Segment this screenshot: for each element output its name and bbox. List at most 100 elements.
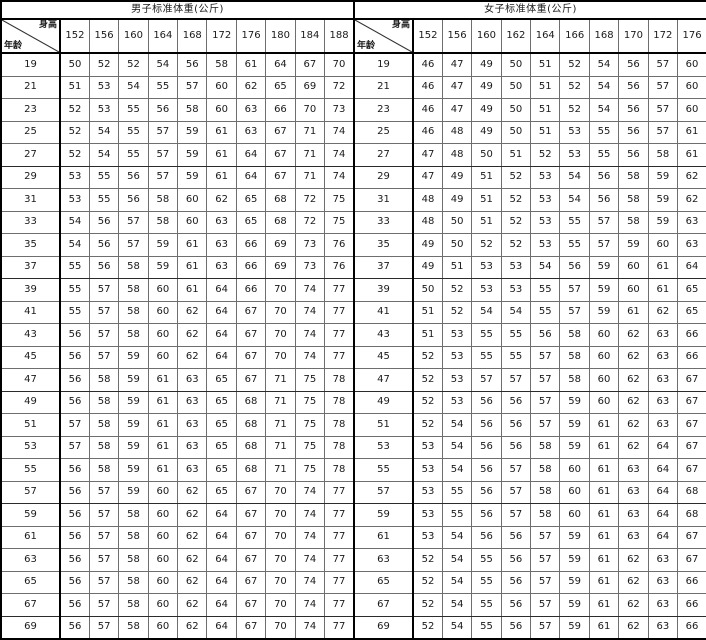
female-weight-59-168: 61	[588, 503, 620, 527]
table-row: 25 46 48 49 50 51 53 55 56 57 61	[353, 120, 706, 144]
male-weight-25-164: 57	[147, 120, 179, 144]
female-weight-61-168: 61	[588, 525, 620, 549]
male-weight-45-160: 59	[118, 345, 149, 369]
male-weight-49-160: 59	[118, 390, 149, 414]
male-age-27: 27	[0, 143, 61, 167]
male-weight-27-180: 67	[265, 143, 296, 167]
male-weight-45-152: 56	[59, 345, 90, 369]
male-age-41: 41	[0, 300, 61, 324]
female-age-39: 39	[353, 278, 414, 302]
male-weight-27-164: 57	[147, 143, 179, 167]
female-age-23: 23	[353, 98, 414, 122]
female-weight-67-156: 54	[441, 593, 473, 617]
male-weight-37-164: 59	[147, 255, 179, 279]
male-age-35: 35	[0, 233, 61, 257]
female-age-31: 31	[353, 188, 414, 212]
male-weight-43-168: 62	[177, 323, 208, 347]
male-weight-55-180: 71	[265, 458, 296, 482]
male-weight-49-164: 61	[147, 390, 179, 414]
male-weight-21-188: 72	[324, 75, 355, 99]
diagonal-divider-icon	[355, 20, 411, 51]
male-weight-35-164: 59	[147, 233, 179, 257]
table-row: 69 52 54 55 56 57 59 61 62 63 66	[353, 615, 706, 640]
female-weight-33-162: 52	[500, 210, 532, 234]
male-weight-63-176: 67	[235, 548, 267, 572]
male-age-33: 33	[0, 210, 61, 234]
table-row: 41 51 52 54 54 55 57 59 61 62 65	[353, 300, 706, 324]
male-weight-45-188: 77	[324, 345, 355, 369]
male-weight-21-172: 60	[206, 75, 237, 99]
male-weight-55-168: 63	[177, 458, 208, 482]
table-row: 37 49 51 53 53 54 56 59 60 61 64	[353, 255, 706, 279]
male-weight-47-172: 65	[206, 368, 237, 392]
female-weight-25-160: 49	[471, 120, 502, 144]
female-weight-23-160: 49	[471, 98, 502, 122]
male-weight-69-180: 70	[265, 615, 296, 640]
male-weight-33-164: 58	[147, 210, 179, 234]
female-standard-weight-table: 女子标准体重(公斤) 身高 年龄 152 156 160 162 164 166 168 170 1…	[353, 0, 706, 640]
female-age-27: 27	[353, 143, 414, 167]
female-weight-47-156: 53	[441, 368, 473, 392]
female-weight-29-170: 58	[618, 165, 649, 189]
female-height-header-166: 166	[559, 18, 590, 54]
female-weight-47-152: 52	[412, 368, 443, 392]
male-weight-69-160: 58	[118, 615, 149, 640]
male-weight-43-176: 67	[235, 323, 267, 347]
male-weight-63-180: 70	[265, 548, 296, 572]
male-weight-33-180: 68	[265, 210, 296, 234]
male-weight-25-168: 59	[177, 120, 208, 144]
female-weight-49-164: 57	[530, 390, 561, 414]
male-weight-53-156: 58	[88, 435, 120, 459]
female-weight-69-152: 52	[412, 615, 443, 640]
table-row: 21 51 53 54 55 57 60 62 65 69 72	[0, 75, 355, 99]
female-weight-43-152: 51	[412, 323, 443, 347]
male-weight-39-164: 60	[147, 278, 179, 302]
male-weight-31-164: 58	[147, 188, 179, 212]
male-weight-31-156: 55	[88, 188, 120, 212]
female-weight-41-166: 57	[559, 300, 590, 324]
male-height-header-180: 180	[265, 18, 296, 54]
male-weight-43-160: 58	[118, 323, 149, 347]
male-weight-59-184: 74	[294, 503, 326, 527]
female-weight-33-164: 53	[530, 210, 561, 234]
male-age-53: 53	[0, 435, 61, 459]
male-weight-25-176: 63	[235, 120, 267, 144]
male-weight-61-180: 70	[265, 525, 296, 549]
male-weight-67-164: 60	[147, 593, 179, 617]
female-weight-65-164: 57	[530, 570, 561, 594]
female-height-header-152: 152	[412, 18, 443, 54]
female-weight-19-152: 46	[412, 52, 443, 77]
female-weight-63-166: 59	[559, 548, 590, 572]
male-weight-35-180: 69	[265, 233, 296, 257]
female-weight-35-170: 59	[618, 233, 649, 257]
female-age-49: 49	[353, 390, 414, 414]
male-weight-41-176: 67	[235, 300, 267, 324]
male-weight-23-180: 66	[265, 98, 296, 122]
male-weight-33-156: 56	[88, 210, 120, 234]
female-weight-57-168: 61	[588, 480, 620, 504]
male-weight-29-184: 71	[294, 165, 326, 189]
male-weight-65-160: 58	[118, 570, 149, 594]
female-weight-29-168: 56	[588, 165, 620, 189]
female-weight-37-168: 59	[588, 255, 620, 279]
male-weight-39-176: 66	[235, 278, 267, 302]
male-age-21: 21	[0, 75, 61, 99]
male-weight-29-152: 53	[59, 165, 90, 189]
female-weight-21-166: 52	[559, 75, 590, 99]
female-weight-35-168: 57	[588, 233, 620, 257]
male-age-39: 39	[0, 278, 61, 302]
female-weight-69-166: 59	[559, 615, 590, 640]
male-age-67: 67	[0, 593, 61, 617]
female-weight-41-176: 65	[677, 300, 706, 324]
female-height-header-164: 164	[530, 18, 561, 54]
female-weight-63-168: 61	[588, 548, 620, 572]
male-weight-23-156: 53	[88, 98, 120, 122]
male-height-header-172: 172	[206, 18, 237, 54]
male-weight-37-160: 58	[118, 255, 149, 279]
male-weight-31-152: 53	[59, 188, 90, 212]
male-weight-67-180: 70	[265, 593, 296, 617]
female-weight-55-176: 67	[677, 458, 706, 482]
female-weight-33-160: 51	[471, 210, 502, 234]
male-weight-45-172: 64	[206, 345, 237, 369]
female-weight-65-156: 54	[441, 570, 473, 594]
